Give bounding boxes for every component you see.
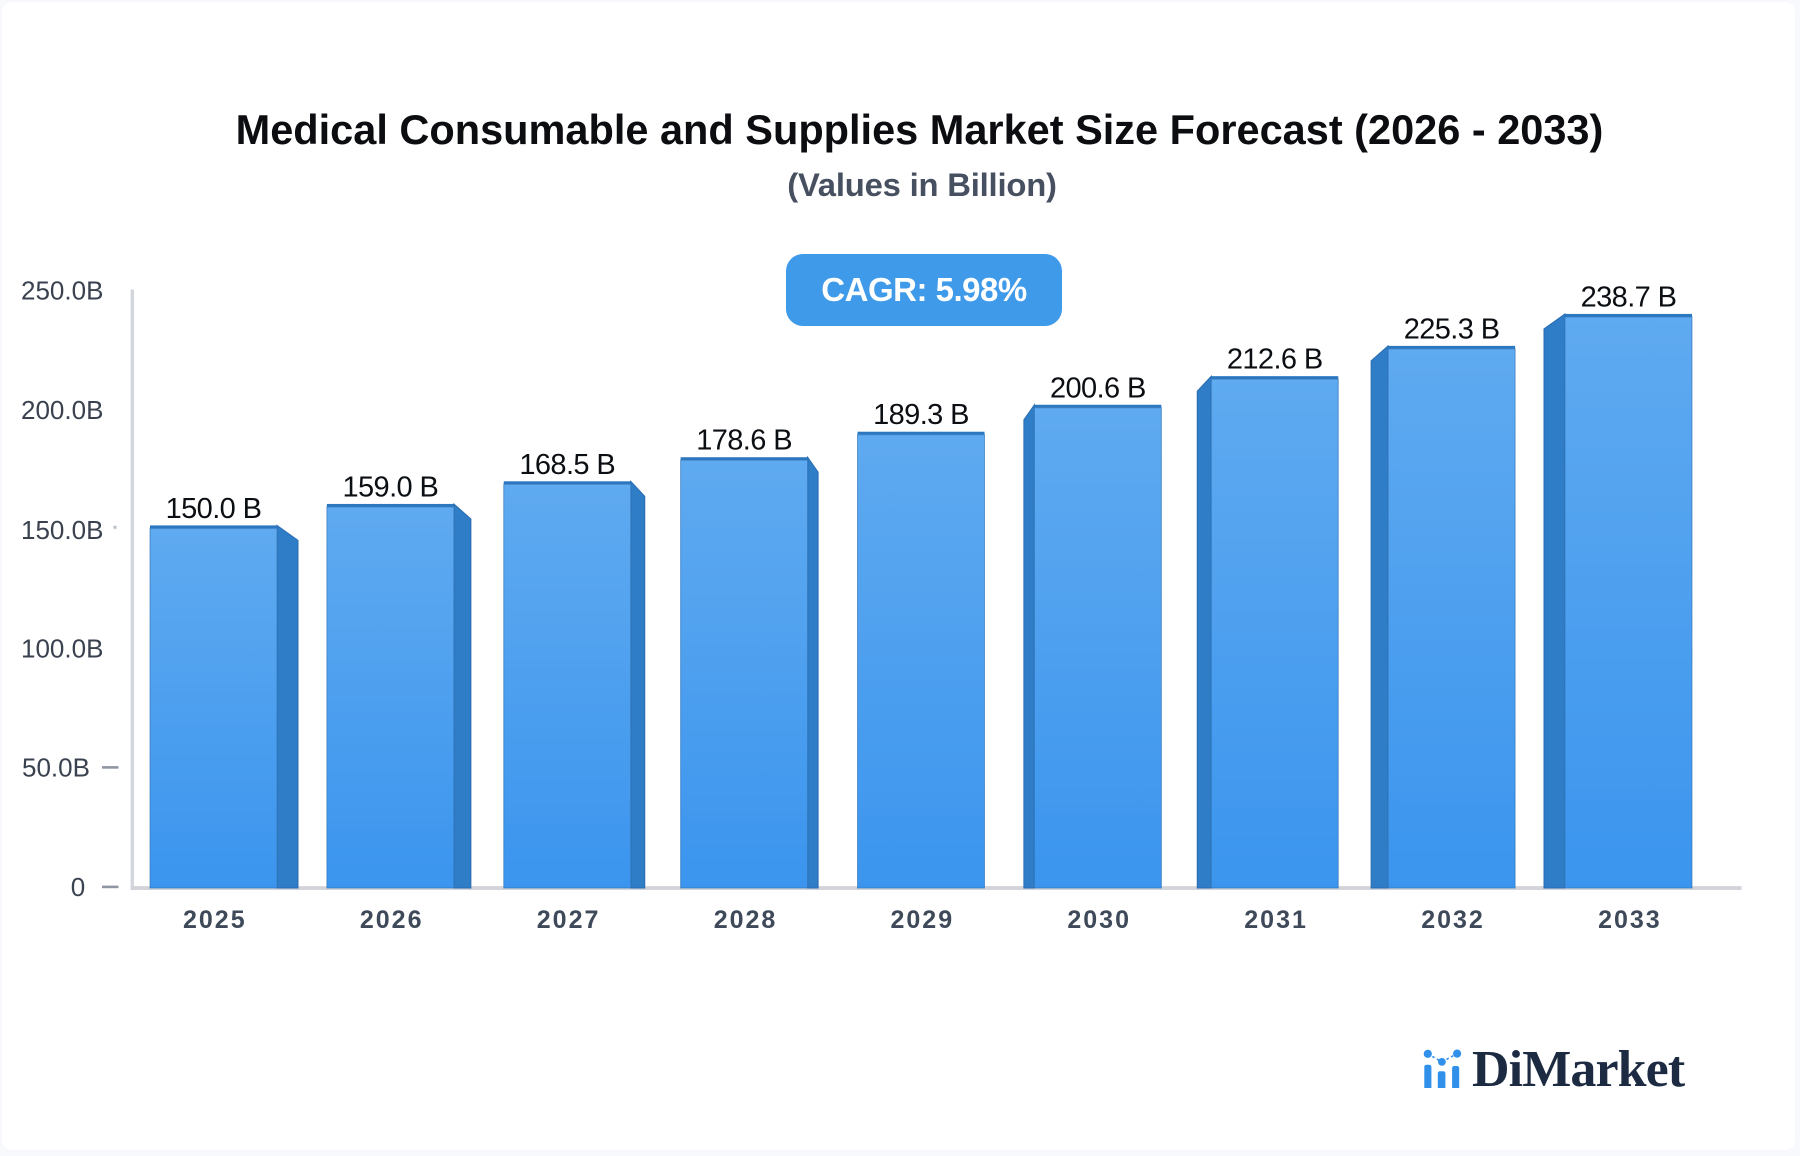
- svg-text:2031: 2031: [1244, 906, 1308, 934]
- svg-text:212.6 B: 212.6 B: [1227, 344, 1323, 376]
- svg-text:225.3 B: 225.3 B: [1404, 313, 1500, 345]
- svg-text:100.0B: 100.0B: [21, 634, 103, 664]
- svg-text:178.6 B: 178.6 B: [696, 425, 792, 457]
- svg-text:2029: 2029: [890, 906, 954, 934]
- svg-text:168.5 B: 168.5 B: [519, 449, 615, 481]
- svg-text:0: 0: [71, 872, 85, 902]
- svg-text:200.6 B: 200.6 B: [1050, 372, 1146, 404]
- svg-text:2025: 2025: [183, 906, 247, 934]
- svg-text:2032: 2032: [1421, 906, 1485, 934]
- svg-text:200.0B: 200.0B: [21, 395, 103, 425]
- svg-text:189.3 B: 189.3 B: [873, 399, 969, 431]
- svg-text:50.0B: 50.0B: [22, 753, 90, 783]
- svg-text:2027: 2027: [537, 906, 601, 934]
- svg-text:2028: 2028: [714, 906, 778, 934]
- svg-text:2033: 2033: [1598, 906, 1662, 934]
- svg-text:250.0B: 250.0B: [21, 275, 103, 305]
- svg-text:159.0 B: 159.0 B: [342, 471, 438, 503]
- svg-text:150.0B: 150.0B: [21, 515, 103, 545]
- svg-text:238.7 B: 238.7 B: [1581, 281, 1677, 313]
- svg-text:150.0 B: 150.0 B: [166, 493, 262, 525]
- svg-text:2030: 2030: [1067, 906, 1131, 934]
- svg-text:2026: 2026: [360, 906, 424, 934]
